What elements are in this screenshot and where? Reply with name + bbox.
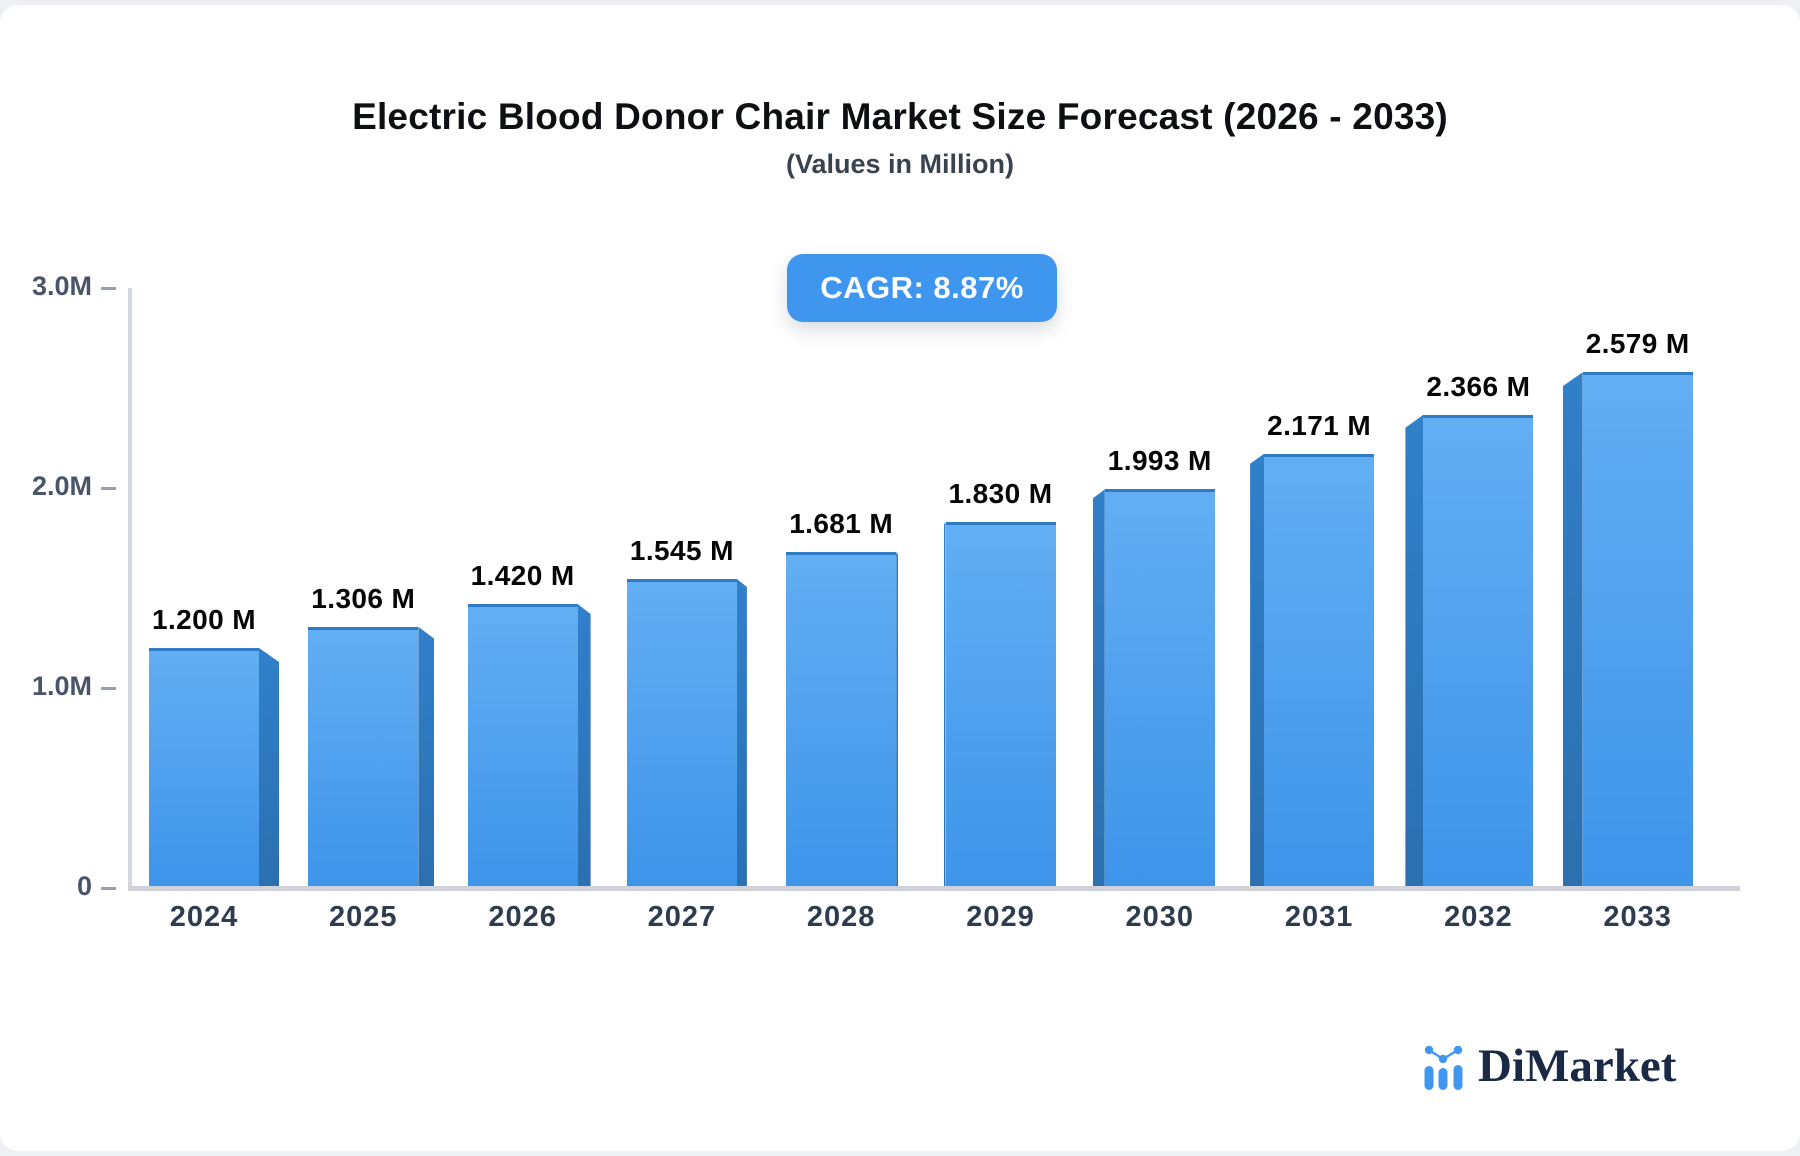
brand-logo: DiMarket <box>1422 1040 1676 1090</box>
y-axis-line <box>128 288 132 890</box>
x-tick-label: 2031 <box>1284 901 1354 933</box>
bar-2032 <box>1423 414 1534 888</box>
bar-2029 <box>945 522 1056 888</box>
y-tick-label: 2.0M <box>31 471 92 501</box>
bar-2025 <box>308 626 419 888</box>
bar-2030 <box>1104 489 1215 888</box>
bar-side-2033 <box>1562 372 1583 888</box>
bar-side-2025 <box>418 626 435 888</box>
x-axis-baseline <box>128 886 1740 891</box>
y-tick-dash <box>101 886 116 890</box>
bar-value-label: 1.830 M <box>948 478 1053 509</box>
brand-wordmark: DiMarket <box>1478 1040 1677 1092</box>
bar-2031 <box>1264 453 1375 888</box>
bar-side-2026 <box>577 604 591 888</box>
y-tick-dash <box>101 486 116 490</box>
x-tick-label: 2024 <box>169 901 239 933</box>
y-tick-dash <box>101 286 116 290</box>
x-tick-label: 2029 <box>966 901 1035 933</box>
bar-value-label: 1.681 M <box>789 507 894 539</box>
bar-side-2029 <box>943 522 946 888</box>
bar-value-label: 1.420 M <box>470 560 575 591</box>
cagr-badge: CAGR: 8.87% <box>787 254 1057 322</box>
bar-side-2032 <box>1405 414 1424 888</box>
bar-side-2024 <box>259 648 279 888</box>
cagr-badge-label: CAGR: 8.87% <box>820 270 1024 305</box>
bar-side-2030 <box>1092 489 1105 888</box>
chart-subtitle: (Values in Million) <box>785 149 1015 179</box>
bar-value-label: 2.171 M <box>1267 409 1372 441</box>
x-tick-label: 2028 <box>806 901 876 933</box>
bar-value-label: 1.200 M <box>152 604 256 635</box>
bar-value-label: 1.993 M <box>1107 445 1212 477</box>
bar-value-label: 1.545 M <box>629 535 734 566</box>
x-tick-label: 2030 <box>1125 901 1195 933</box>
x-tick-label: 2032 <box>1444 901 1513 933</box>
bar-value-label: 1.306 M <box>311 582 416 614</box>
bar-2027 <box>626 579 737 888</box>
bar-side-2031 <box>1250 453 1265 888</box>
bar-2033 <box>1582 372 1693 888</box>
y-tick-dash <box>101 686 116 690</box>
bar-value-label: 2.579 M <box>1585 328 1690 360</box>
chart-title: Electric Blood Donor Chair Market Size F… <box>352 96 1448 137</box>
y-tick-label: 1.0M <box>31 671 92 701</box>
brand-chart-icon <box>1422 1042 1466 1090</box>
x-tick-label: 2026 <box>488 901 557 933</box>
bar-2024 <box>149 648 259 888</box>
bar-side-2027 <box>736 579 747 888</box>
bar-2026 <box>467 604 578 888</box>
x-tick-label: 2033 <box>1603 901 1672 933</box>
y-tick-label: 3.0M <box>31 271 92 301</box>
bar-2028 <box>786 551 897 888</box>
bar-side-2028 <box>896 551 899 888</box>
y-tick-label: 0 <box>76 871 92 901</box>
x-tick-label: 2027 <box>647 901 717 933</box>
x-tick-label: 2025 <box>329 901 398 933</box>
bar-value-label: 2.366 M <box>1426 370 1531 402</box>
